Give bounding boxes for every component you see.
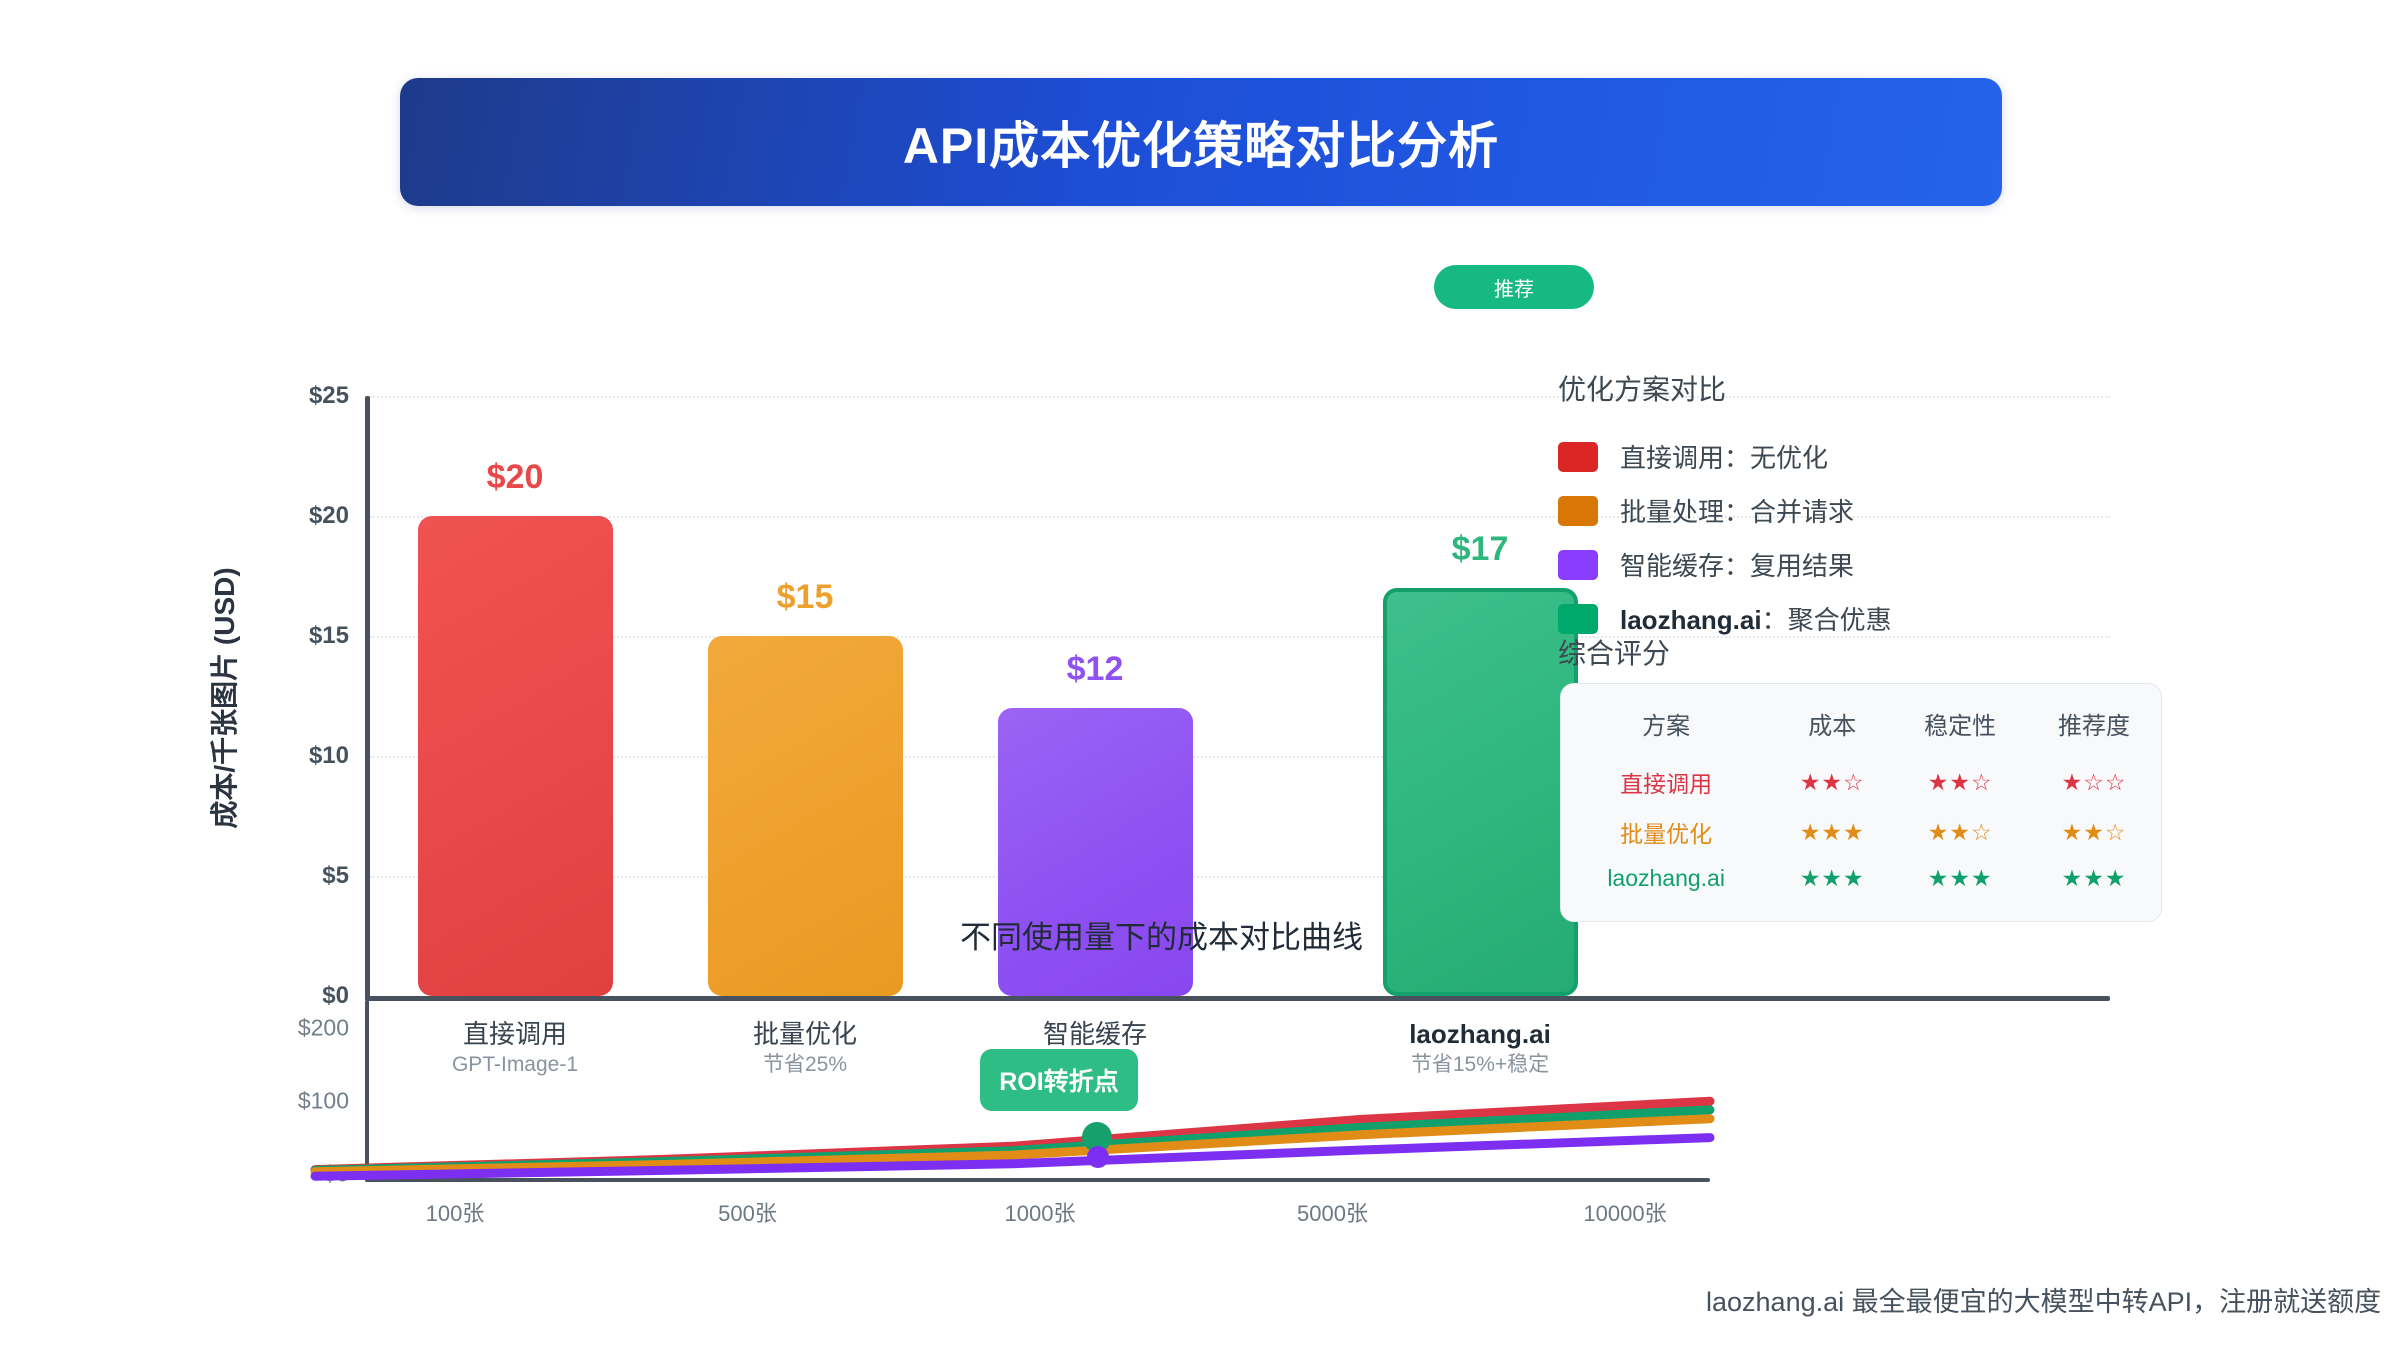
- gridline: [370, 756, 2110, 758]
- score-table: 方案 成本 稳定性 推荐度 直接调用 ★★☆ ★★☆ ★☆☆ 批量优化 ★★★ ★★☆ ★★☆ lao…: [1561, 700, 2161, 900]
- score-cell-cost: ★★★: [1799, 865, 1865, 891]
- score-table-header: 稳定性: [1924, 713, 1997, 740]
- score-cell-cost: ★★★: [1799, 818, 1865, 845]
- line-x-tick-label: 5000张: [1297, 1201, 1368, 1226]
- legend-item-label: 智能缓存：复用结果: [1620, 551, 1855, 581]
- legend-items: 直接调用：无优化 批量处理：合并请求 智能缓存：复用结果 laozhang.ai：聚合…: [1558, 438, 1988, 637]
- score-table-header: 推荐度: [2058, 713, 2131, 740]
- bar-value-label-3: $17: [1451, 530, 1509, 568]
- line-y-tick-label: $200: [297, 1014, 349, 1041]
- line-series-3: [310, 1133, 1715, 1181]
- legend-item-label: laozhang.ai：聚合优惠: [1620, 605, 1892, 635]
- bar-chart-y-axis: [365, 396, 370, 1000]
- bar-category-name: 批量优化: [752, 1019, 858, 1049]
- bar-chart-y-axis-label: 成本/千张图片 (USD): [209, 567, 240, 829]
- legend-item-0[interactable]: 直接调用：无优化: [1558, 438, 1988, 475]
- legend-swatch-icon: [1558, 603, 1598, 634]
- score-panel: 方案 成本 稳定性 推荐度 直接调用 ★★☆ ★★☆ ★☆☆ 批量优化 ★★★ ★★☆ ★★☆ lao…: [1560, 683, 2162, 922]
- line-x-tick-label: 100张: [425, 1201, 485, 1226]
- score-table-header: 方案: [1642, 713, 1691, 740]
- gridline: [370, 876, 2110, 878]
- bar-category-name: laozhang.ai: [1409, 1019, 1551, 1049]
- legend-item-1[interactable]: 批量处理：合并请求: [1558, 492, 1988, 529]
- gridline: [370, 396, 2110, 398]
- roi-annotation-label: ROI转折点: [999, 1068, 1119, 1096]
- footer-text: laozhang.ai 最全最便宜的大模型中转API，注册就送额度: [1706, 1287, 2382, 1317]
- line-chart-y-axis: [365, 1000, 369, 1182]
- line-chart-series: [310, 1096, 1715, 1181]
- bar-chart: 成本/千张图片 (USD) $0 $5 $10 $15 $20 $25 $20 $15 $12…: [209, 382, 2110, 1076]
- roi-annotation-badge[interactable]: ROI转折点: [980, 1049, 1138, 1111]
- legend-item-3[interactable]: laozhang.ai：聚合优惠: [1558, 600, 1988, 637]
- bar-2[interactable]: [997, 708, 1193, 996]
- line-chart-x-axis: [365, 1178, 1710, 1182]
- bar-3[interactable]: [1382, 588, 1578, 996]
- legend-item-2[interactable]: 智能缓存：复用结果: [1558, 546, 1988, 583]
- score-cell-recommend: ★★★: [2061, 865, 2127, 891]
- score-cell-name: 直接调用: [1620, 771, 1713, 797]
- legend: 优化方案对比 直接调用：无优化 批量处理：合并请求 智能缓存：复用结果 laozhan…: [1558, 368, 1988, 654]
- score-table-header-row: 方案 成本 稳定性 推荐度: [1561, 700, 2161, 757]
- line-y-tick-label: $100: [297, 1087, 349, 1114]
- title-banner: API成本优化策略对比分析: [400, 78, 2002, 206]
- line-series-2: [310, 1114, 1715, 1177]
- page-title: API成本优化策略对比分析: [902, 118, 1500, 174]
- bar-0[interactable]: [417, 516, 613, 996]
- bar-category-1: 批量优化节省25%: [753, 1018, 857, 1078]
- bar-category-sublabel: 节省25%: [762, 1052, 848, 1076]
- score-cell-recommend: ★☆☆: [2061, 768, 2127, 795]
- bar-category-name: 智能缓存: [1042, 1019, 1148, 1049]
- legend-title: 优化方案对比: [1558, 374, 1727, 405]
- score-cell-recommend: ★★☆: [2061, 818, 2127, 845]
- gridline: [370, 636, 2110, 638]
- score-cell-cost: ★★☆: [1799, 768, 1865, 795]
- y-tick-label: $15: [308, 622, 349, 649]
- bar-category-sublabel: GPT-Image-1: [451, 1052, 579, 1076]
- bar-category-name: 直接调用: [462, 1019, 568, 1049]
- y-tick-label: $20: [308, 502, 349, 529]
- line-x-tick-label: 500张: [718, 1201, 777, 1226]
- y-tick-label: $0: [322, 982, 349, 1009]
- score-cell-name: laozhang.ai: [1607, 865, 1725, 891]
- recommend-badge[interactable]: 推荐: [1434, 265, 1594, 309]
- legend-swatch-icon: [1558, 441, 1598, 472]
- bar-category-3: laozhang.ai 节省15%+稳定: [1409, 1018, 1551, 1078]
- y-tick-label: $5: [322, 862, 349, 889]
- table-row: 直接调用 ★★☆ ★★☆ ★☆☆: [1561, 757, 2161, 807]
- legend-swatch-icon: [1558, 549, 1598, 580]
- score-cell-stability: ★★★: [1927, 865, 1993, 891]
- score-table-body: 直接调用 ★★☆ ★★☆ ★☆☆ 批量优化 ★★★ ★★☆ ★★☆ laozhang.ai ★★★…: [1561, 757, 2161, 900]
- table-row: 批量优化 ★★★ ★★☆ ★★☆: [1561, 807, 2161, 857]
- legend-item-label: 批量处理：合并请求: [1620, 497, 1855, 527]
- legend-item-label: 直接调用：无优化: [1620, 443, 1829, 473]
- bar-value-label-1: $15: [776, 578, 834, 616]
- y-tick-label: $25: [308, 382, 349, 409]
- bar-category-0: 直接调用 GPT-Image-1: [452, 1018, 578, 1078]
- bar-category-sublabel: 节省15%+稳定: [1410, 1052, 1550, 1076]
- score-panel-title: 综合评分: [1558, 638, 1671, 669]
- bar-value-label-0: $20: [486, 458, 544, 496]
- bar-1[interactable]: [707, 636, 903, 996]
- recommend-badge-label: 推荐: [1494, 278, 1534, 301]
- score-table-header: 成本: [1808, 713, 1857, 740]
- bar-value-label-2: $12: [1066, 650, 1124, 688]
- bar-chart-x-axis: [365, 996, 2110, 1001]
- line-chart: $0 $100 $200 100张 500张 1000张 5000张 10000张: [298, 1000, 2110, 1226]
- roi-marker-purple-icon: [1087, 1146, 1109, 1168]
- line-x-tick-label: 10000张: [1583, 1201, 1667, 1226]
- score-cell-stability: ★★☆: [1927, 818, 1993, 845]
- line-x-tick-label: 1000张: [1004, 1201, 1076, 1226]
- score-cell-name: 批量优化: [1620, 821, 1713, 847]
- table-row: laozhang.ai ★★★ ★★★ ★★★: [1561, 857, 2161, 900]
- legend-swatch-icon: [1558, 495, 1598, 526]
- y-tick-label: $10: [308, 742, 349, 769]
- score-cell-stability: ★★☆: [1927, 768, 1993, 795]
- gridline: [370, 516, 2110, 518]
- line-chart-caption: 不同使用量下的成本对比曲线: [960, 920, 1363, 955]
